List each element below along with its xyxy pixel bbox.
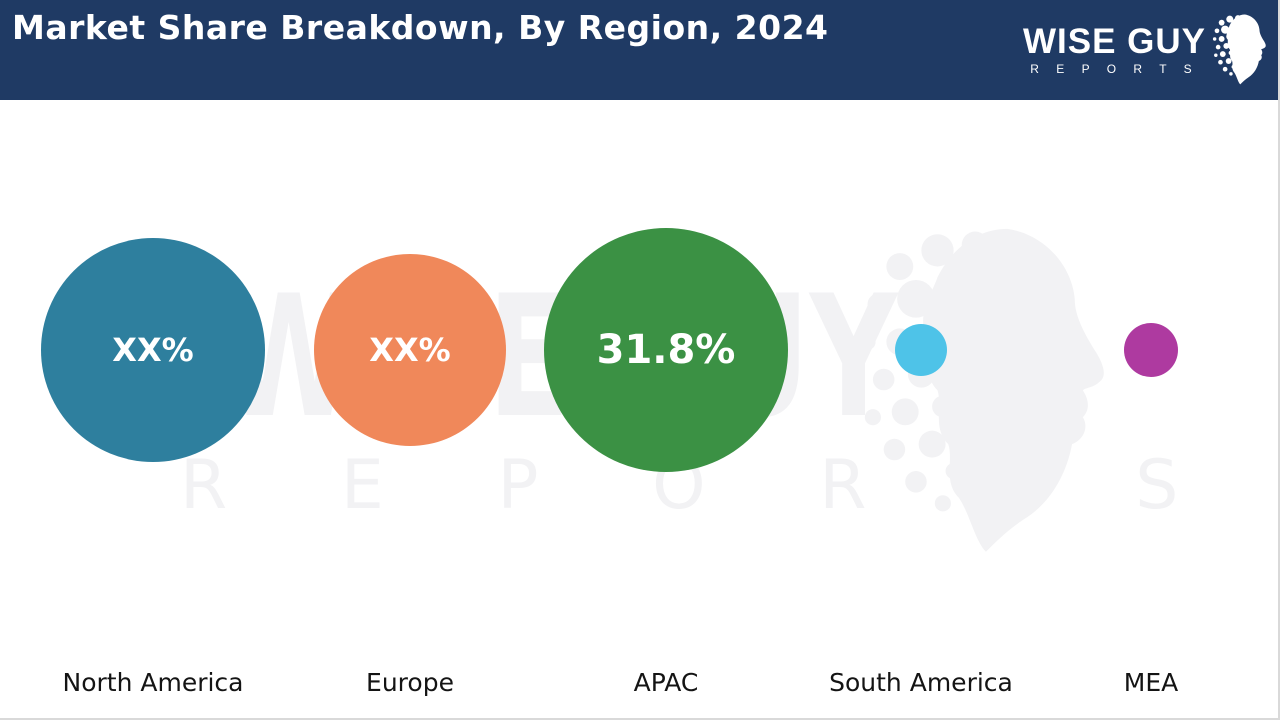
bubble-value-europe: XX%	[369, 331, 451, 369]
bubble-europe: XX%	[314, 254, 506, 446]
chart-area: WISE GUY R E P O R T S XX% XX% 31.8%	[0, 100, 1280, 720]
bubble-mea	[1124, 323, 1178, 377]
brand-subtitle: R E P O R T S	[1030, 61, 1199, 76]
region-label-europe: Europe	[366, 668, 454, 697]
bubble-north-america: XX%	[41, 238, 265, 462]
bubble-apac: 31.8%	[544, 228, 788, 472]
brand-name: WISE GUY	[1022, 22, 1206, 62]
watermark-head-profile-icon	[859, 228, 1104, 552]
header-bar: Market Share Breakdown, By Region, 2024 …	[0, 0, 1280, 100]
bubble-value-north-america: XX%	[112, 331, 194, 369]
brand-logo-text: WISE GUY R E P O R T S	[1022, 22, 1206, 76]
brand-logo: WISE GUY R E P O R T S	[1023, 4, 1274, 96]
region-label-south-america: South America	[829, 668, 1013, 697]
bubble-value-apac: 31.8%	[596, 327, 736, 373]
head-profile-logo-icon	[1212, 14, 1266, 85]
region-label-north-america: North America	[62, 668, 244, 697]
region-label-apac: APAC	[633, 668, 699, 697]
region-label-mea: MEA	[1123, 668, 1179, 697]
bubble-south-america	[895, 324, 947, 376]
page-title: Market Share Breakdown, By Region, 2024	[12, 8, 829, 47]
